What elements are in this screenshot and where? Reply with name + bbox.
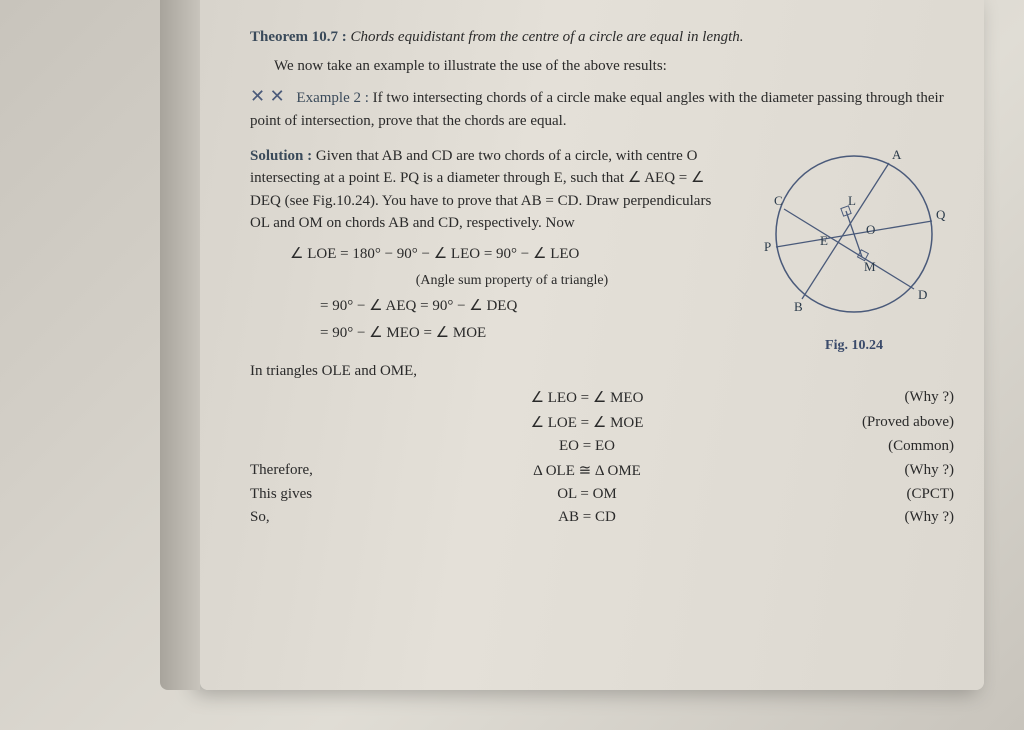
pt-D: D <box>918 287 927 302</box>
proof-cell: (Common) <box>794 438 954 455</box>
check-mark-icon: ✕ ✕ <box>250 86 285 106</box>
proof-cell: Δ OLE ≅ Δ OME <box>380 461 794 480</box>
equation-block: ∠ LOE = 180° − 90° − ∠ LEO = 90° − ∠ LEO… <box>290 241 734 347</box>
pt-C: C <box>774 193 783 208</box>
proof-grid: ∠ LEO = ∠ MEO (Why ?) ∠ LOE = ∠ MOE (Pro… <box>250 388 954 526</box>
figure-col: A B C D P Q O L M E Fig. 10.24 <box>754 139 954 354</box>
in-triangles: In triangles OLE and OME, <box>250 360 954 383</box>
pt-P: P <box>764 239 771 254</box>
proof-cell: (Why ?) <box>794 389 954 406</box>
pt-M: M <box>864 259 876 274</box>
pt-O: O <box>866 222 875 237</box>
eq-line-1: ∠ LOE = 180° − 90° − ∠ LEO = 90° − ∠ LEO <box>290 241 734 268</box>
proof-cell: So, <box>250 509 380 526</box>
pt-E: E <box>820 233 828 248</box>
proof-cell: (Why ?) <box>794 462 954 479</box>
theorem-line: Theorem 10.7 : Chords equidistant from t… <box>250 26 954 49</box>
solution-row: Solution : Given that AB and CD are two … <box>250 139 954 354</box>
pt-L: L <box>848 193 856 208</box>
proof-cell: ∠ LEO = ∠ MEO <box>380 388 794 407</box>
proof-cell: ∠ LOE = ∠ MOE <box>380 413 794 432</box>
proof-cell: (Why ?) <box>794 509 954 526</box>
solution-label: Solution : <box>250 148 312 164</box>
textbook-page: Theorem 10.7 : Chords equidistant from t… <box>200 0 984 690</box>
circle-figure: A B C D P Q O L M E <box>754 139 954 329</box>
intro-text: We now take an example to illustrate the… <box>250 55 954 78</box>
proof-cell: (CPCT) <box>794 486 954 503</box>
example-label: Example 2 : <box>296 90 368 106</box>
proof-cell: (Proved above) <box>794 414 954 431</box>
eq-line-3: = 90° − ∠ MEO = ∠ MOE <box>320 320 734 347</box>
pt-B: B <box>794 299 803 314</box>
theorem-label: Theorem 10.7 : <box>250 29 347 45</box>
proof-cell: This gives <box>250 486 380 503</box>
theorem-statement: Chords equidistant from the centre of a … <box>351 29 744 45</box>
proof-cell: OL = OM <box>380 486 794 503</box>
solution-body: Given that AB and CD are two chords of a… <box>250 148 711 232</box>
figure-caption: Fig. 10.24 <box>754 338 954 354</box>
pt-Q: Q <box>936 207 946 222</box>
proof-cell: AB = CD <box>380 509 794 526</box>
pt-A: A <box>892 147 902 162</box>
eq-reason-1: (Angle sum property of a triangle) <box>290 268 734 293</box>
eq-line-2: = 90° − ∠ AEQ = 90° − ∠ DEQ <box>320 293 734 320</box>
example-block: ✕ ✕ Example 2 : If two intersecting chor… <box>250 83 954 133</box>
solution-para: Solution : Given that AB and CD are two … <box>250 145 734 235</box>
proof-cell: Therefore, <box>250 462 380 479</box>
solution-text-col: Solution : Given that AB and CD are two … <box>250 139 734 354</box>
proof-cell: EO = EO <box>380 438 794 455</box>
